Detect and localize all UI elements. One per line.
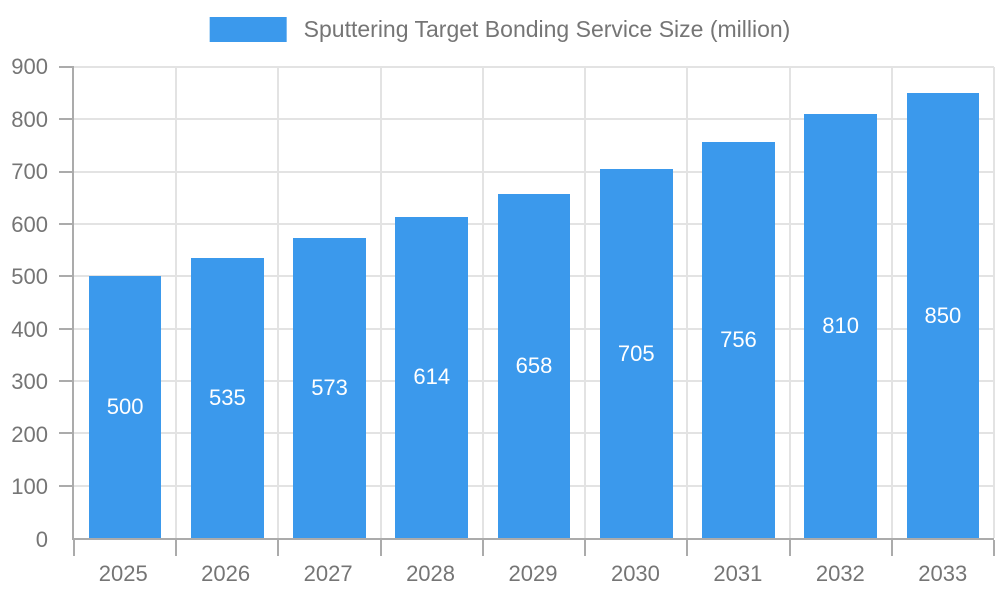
y-axis-tick-label-500: 500 xyxy=(11,264,48,290)
bar-2027[interactable] xyxy=(293,238,366,538)
v-gridline-7 xyxy=(788,67,791,538)
y-axis-tick-label-100: 100 xyxy=(11,474,48,500)
x-axis-tick-label-2028: 2028 xyxy=(406,561,456,586)
x-tick-2 xyxy=(277,540,280,556)
x-axis: 2025 2026 2027 2028 2029 2030 2031 2032 2033 xyxy=(72,558,994,590)
y-tick-200 xyxy=(59,432,74,435)
bar-2026[interactable] xyxy=(190,258,264,538)
v-gridline-2 xyxy=(277,67,280,538)
bar-2028[interactable] xyxy=(395,216,469,538)
v-gridline-5 xyxy=(584,67,587,538)
legend-label: Sputtering Target Bonding Service Size (… xyxy=(303,16,791,42)
h-gridline-900 xyxy=(59,66,994,68)
x-tick-5 xyxy=(584,540,587,556)
v-gridline-6 xyxy=(686,67,689,538)
y-tick-300 xyxy=(59,379,74,382)
y-axis-tick-label-900: 900 xyxy=(11,54,48,79)
y-axis-tick-label-700: 700 xyxy=(11,159,48,185)
x-axis-tick-label-2027: 2027 xyxy=(303,561,353,586)
y-tick-100 xyxy=(59,484,74,487)
x-tick-6 xyxy=(686,540,689,556)
bar-2031[interactable] xyxy=(702,142,775,538)
bar-2025[interactable] xyxy=(88,276,162,538)
x-axis-tick-label-2031: 2031 xyxy=(713,561,763,586)
x-tick-3 xyxy=(379,540,382,556)
x-axis-tick-label-2029: 2029 xyxy=(508,561,558,586)
v-gridline-3 xyxy=(379,67,382,538)
y-axis-tick-label-600: 600 xyxy=(11,211,48,237)
y-axis-tick-label-800: 800 xyxy=(11,106,48,132)
x-tick-7 xyxy=(788,540,791,556)
v-gridline-8 xyxy=(890,67,893,538)
v-gridline-1 xyxy=(175,67,178,538)
legend-swatch-icon xyxy=(209,17,287,42)
x-tick-8 xyxy=(890,540,893,556)
y-tick-900 xyxy=(59,66,74,68)
y-axis-tick-label-200: 200 xyxy=(11,421,48,447)
y-axis-tick-label-400: 400 xyxy=(11,316,48,342)
x-axis-tick-label-2033: 2033 xyxy=(918,561,968,586)
x-axis-tick-label-2026: 2026 xyxy=(201,561,251,586)
bar-2032[interactable] xyxy=(804,114,877,538)
x-axis-tick-label-2030: 2030 xyxy=(610,561,660,586)
x-tick-1 xyxy=(175,540,178,556)
v-gridline-9 xyxy=(993,67,995,538)
y-tick-600 xyxy=(59,222,74,225)
x-tick-9 xyxy=(993,540,995,556)
y-tick-800 xyxy=(59,118,74,121)
y-axis-tick-label-0: 0 xyxy=(35,527,48,552)
y-tick-500 xyxy=(59,275,74,278)
legend[interactable]: Sputtering Target Bonding Service Size (… xyxy=(209,16,791,43)
x-tick-4 xyxy=(481,540,484,556)
y-tick-400 xyxy=(59,327,74,330)
bar-2030[interactable] xyxy=(599,169,673,538)
plot-area: 500 535 573 614 658 705 756 810 850 xyxy=(59,66,995,556)
x-tick-0 xyxy=(73,540,75,556)
bar-2033[interactable] xyxy=(906,93,980,538)
h-gridline-700 xyxy=(59,170,994,173)
h-gridline-800 xyxy=(59,118,994,121)
y-axis-tick-label-300: 300 xyxy=(11,369,48,395)
v-gridline-4 xyxy=(481,67,484,538)
x-axis-tick-label-2025: 2025 xyxy=(98,561,148,586)
x-axis-tick-label-2032: 2032 xyxy=(815,561,865,586)
bar-2029[interactable] xyxy=(497,193,571,538)
y-tick-700 xyxy=(59,170,74,173)
y-axis: 0 100 200 300 400 500 600 700 800 900 xyxy=(0,54,48,552)
